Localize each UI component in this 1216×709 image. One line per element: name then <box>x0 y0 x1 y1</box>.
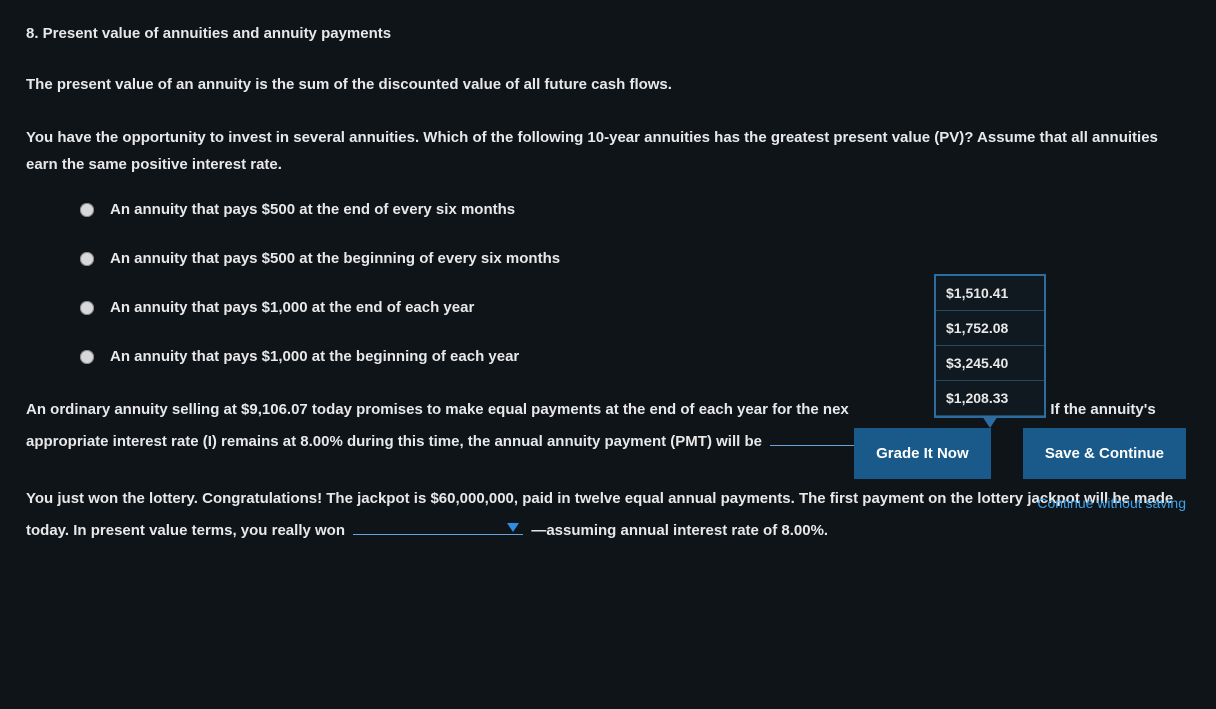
option-label: An annuity that pays $1,000 at the end o… <box>110 294 474 321</box>
blank-lottery-pv[interactable] <box>353 517 523 535</box>
grade-button[interactable]: Grade It Now <box>854 428 991 479</box>
continue-without-saving-link[interactable]: Continue without saving <box>826 491 1186 516</box>
radio-icon[interactable] <box>80 350 94 364</box>
question-title: 8. Present value of annuities and annuit… <box>26 20 1190 47</box>
option-label: An annuity that pays $500 at the end of … <box>110 196 515 223</box>
option-label: An annuity that pays $500 at the beginni… <box>110 245 560 272</box>
dropdown-menu: $1,510.41 $1,752.08 $3,245.40 $1,208.33 <box>934 274 1046 418</box>
chevron-down-icon <box>507 523 519 532</box>
para3-post: —assuming annual interest rate of 8.00%. <box>531 522 828 539</box>
save-continue-button[interactable]: Save & Continue <box>1023 428 1186 479</box>
intro-text: The present value of an annuity is the s… <box>26 71 1190 98</box>
dropdown-option[interactable]: $3,245.40 <box>936 346 1044 381</box>
option-a[interactable]: An annuity that pays $500 at the end of … <box>80 196 1190 223</box>
question-prompt: You have the opportunity to invest in se… <box>26 124 1190 178</box>
button-row: Grade It Now Save & Continue Continue wi… <box>826 428 1186 516</box>
radio-icon[interactable] <box>80 203 94 217</box>
radio-icon[interactable] <box>80 301 94 315</box>
dropdown-option[interactable]: $1,752.08 <box>936 311 1044 346</box>
option-b[interactable]: An annuity that pays $500 at the beginni… <box>80 245 1190 272</box>
chevron-down-icon <box>982 416 998 428</box>
radio-icon[interactable] <box>80 252 94 266</box>
option-label: An annuity that pays $1,000 at the begin… <box>110 343 519 370</box>
dropdown-option[interactable]: $1,510.41 <box>936 276 1044 311</box>
para2-pre: An ordinary annuity selling at $9,106.07… <box>26 401 849 418</box>
dropdown-option[interactable]: $1,208.33 <box>936 381 1044 416</box>
